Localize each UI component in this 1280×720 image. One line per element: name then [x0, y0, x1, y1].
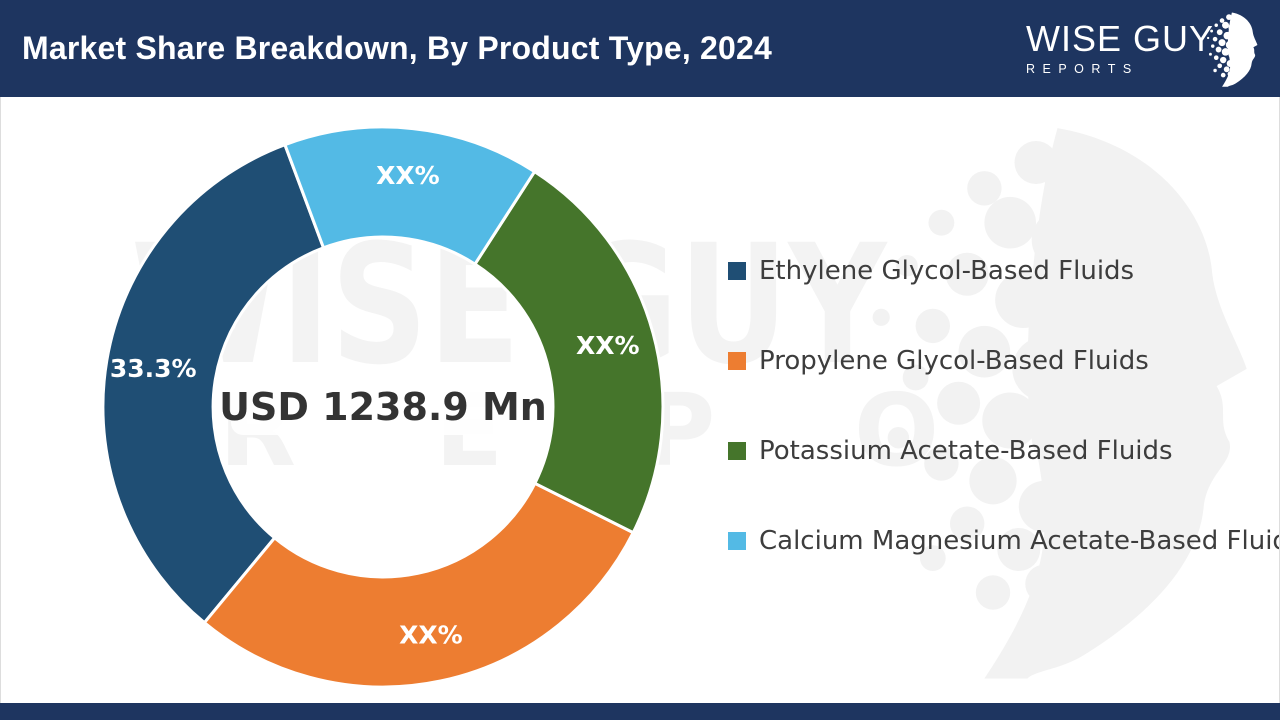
legend-swatch-3: [728, 442, 746, 460]
logo-head-icon: [1200, 10, 1258, 88]
center-label-background: [231, 377, 535, 435]
legend-item-4: Calcium Magnesium Acetate-Based Fluids: [728, 524, 1280, 558]
legend-label-3: Potassium Acetate-Based Fluids: [759, 436, 1173, 466]
legend-swatch-2: [728, 352, 746, 370]
donut-segment-1: [101, 142, 326, 625]
legend-swatch-1: [728, 262, 746, 280]
donut-segment-4: [282, 125, 537, 267]
segment-percentage-label-2: XX%: [399, 621, 463, 650]
page-title: Market Share Breakdown, By Product Type,…: [22, 30, 772, 66]
chart-area: WISE GUY R E P O R T S 33.3%XX%XX%XX%USD…: [0, 97, 1280, 703]
legend: Ethylene Glycol-Based Fluids Propylene Gl…: [728, 254, 1280, 558]
segment-percentage-label-1: 33.3%: [110, 354, 197, 383]
wise-guy-logo: WISE GUY REPORTS: [1026, 10, 1258, 88]
legend-item-3: Potassium Acetate-Based Fluids: [728, 434, 1279, 468]
logo-subtitle: REPORTS: [1025, 62, 1139, 76]
watermark-head-icon: [821, 119, 1251, 679]
legend-item-1: Ethylene Glycol-Based Fluids: [728, 254, 1279, 288]
legend-item-2: Propylene Glycol-Based Fluids: [728, 344, 1279, 378]
legend-label-2: Propylene Glycol-Based Fluids: [759, 346, 1149, 376]
legend-label-1: Ethylene Glycol-Based Fluids: [759, 256, 1135, 286]
logo-wordmark: WISE GUY: [1025, 18, 1214, 59]
donut-segment-2: [202, 481, 636, 689]
segment-percentage-label-3: XX%: [576, 331, 640, 360]
footer-bar: [0, 703, 1280, 720]
segment-percentage-label-4: XX%: [376, 161, 440, 190]
donut-segment-3: [472, 169, 665, 535]
header-bar: Market Share Breakdown, By Product Type,…: [0, 0, 1280, 97]
legend-swatch-4: [728, 532, 746, 550]
dotted-head-icon: [1206, 11, 1258, 87]
logo-text: WISE GUY REPORTS: [1025, 18, 1214, 77]
donut-chart: 33.3% XX% XX% XX% USD 1238.9 Mn: [101, 125, 665, 689]
donut-center-value: USD 1238.9 Mn: [219, 385, 547, 429]
legend-label-4: Calcium Magnesium Acetate-Based Fluids: [759, 526, 1280, 556]
